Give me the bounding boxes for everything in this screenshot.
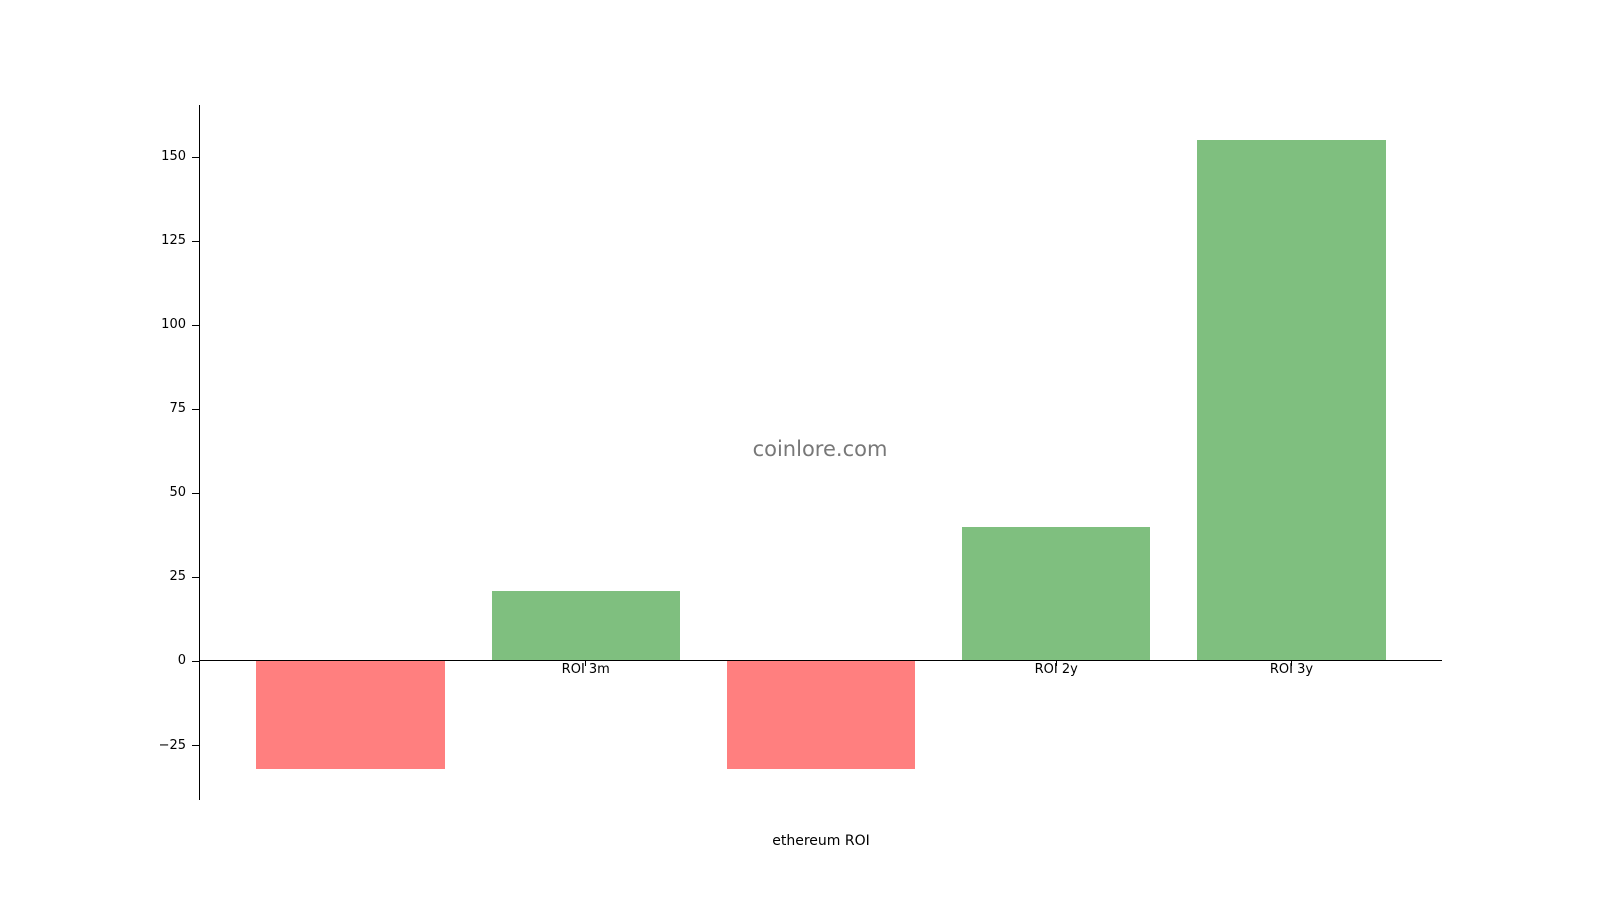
y-tick-label: 75 [169, 401, 186, 417]
bar [726, 661, 916, 770]
x-axis-line [200, 660, 1442, 661]
y-tick [192, 492, 199, 494]
x-tick [1055, 661, 1057, 667]
y-tick-label: 50 [169, 485, 186, 501]
y-tick-label: −25 [158, 737, 186, 753]
x-tick-label: ROI 3m [561, 662, 610, 678]
y-tick-label: 100 [161, 317, 186, 333]
x-tick [585, 661, 587, 667]
bar [256, 661, 445, 770]
bar [1197, 140, 1386, 662]
x-tick [1290, 661, 1292, 667]
y-axis-spine [199, 105, 200, 800]
y-tick [192, 324, 199, 326]
watermark: coinlore.com [752, 437, 888, 461]
x-tick-label: ROI 2y [1034, 662, 1078, 678]
bar [962, 526, 1151, 662]
y-tick [192, 408, 199, 410]
y-tick [192, 156, 199, 158]
y-tick [192, 240, 199, 242]
y-tick [192, 660, 199, 662]
y-tick-label: 25 [169, 569, 186, 585]
y-tick [192, 745, 199, 747]
x-axis-title: ethereum ROI [772, 833, 870, 849]
bar [491, 590, 680, 662]
y-tick [192, 576, 199, 578]
y-tick-label: 150 [161, 149, 186, 165]
y-tick-label: 125 [161, 233, 186, 249]
x-tick-label: ROI 3y [1269, 662, 1314, 678]
y-tick-label: 0 [177, 653, 186, 669]
